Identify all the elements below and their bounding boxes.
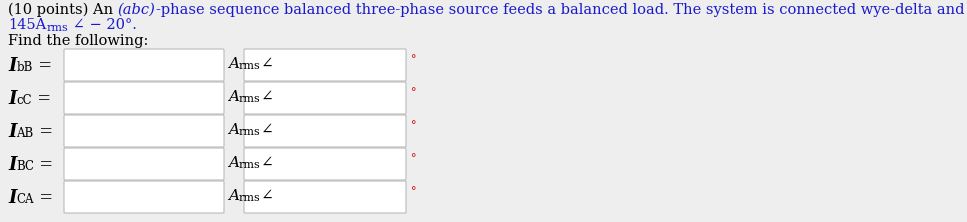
Text: -phase sequence balanced three-phase source feeds a balanced load. The system is: -phase sequence balanced three-phase sou… <box>156 3 967 17</box>
Text: ∠: ∠ <box>261 189 274 203</box>
Text: CA: CA <box>16 193 34 206</box>
Text: bB: bB <box>16 61 33 74</box>
Text: cC: cC <box>16 94 32 107</box>
Text: ∠: ∠ <box>261 123 274 137</box>
Text: ∠: ∠ <box>261 156 274 170</box>
FancyBboxPatch shape <box>64 148 224 180</box>
Text: =: = <box>34 189 53 206</box>
Text: rms: rms <box>239 61 261 71</box>
Text: A: A <box>228 90 239 104</box>
Text: °: ° <box>411 187 417 197</box>
FancyBboxPatch shape <box>244 181 406 213</box>
FancyBboxPatch shape <box>64 82 224 114</box>
Text: °: ° <box>411 88 417 98</box>
Text: =: = <box>35 156 53 173</box>
Text: I: I <box>8 90 16 108</box>
Text: BC: BC <box>16 160 35 173</box>
Text: °: ° <box>411 121 417 131</box>
FancyBboxPatch shape <box>64 115 224 147</box>
Text: ∠: ∠ <box>261 90 274 104</box>
Text: Find the following:: Find the following: <box>8 34 148 48</box>
FancyBboxPatch shape <box>244 115 406 147</box>
Text: °: ° <box>411 55 417 65</box>
Text: A: A <box>228 57 239 71</box>
Text: rms: rms <box>239 193 261 203</box>
Text: ∠ − 20°.: ∠ − 20°. <box>68 18 137 32</box>
Text: I: I <box>8 123 16 141</box>
Text: A: A <box>228 156 239 170</box>
FancyBboxPatch shape <box>64 49 224 81</box>
Text: rms: rms <box>239 127 261 137</box>
Text: =: = <box>32 90 51 107</box>
Text: (abc): (abc) <box>118 3 156 17</box>
Text: =: = <box>33 57 52 74</box>
Text: I: I <box>8 189 16 207</box>
FancyBboxPatch shape <box>64 181 224 213</box>
Text: rms: rms <box>46 23 68 33</box>
Text: I: I <box>8 57 16 75</box>
Text: 145A: 145A <box>8 18 46 32</box>
FancyBboxPatch shape <box>244 49 406 81</box>
FancyBboxPatch shape <box>244 82 406 114</box>
Text: A: A <box>228 123 239 137</box>
Text: I: I <box>8 156 16 174</box>
Text: AB: AB <box>16 127 34 140</box>
Text: °: ° <box>411 154 417 164</box>
Text: A: A <box>228 189 239 203</box>
FancyBboxPatch shape <box>244 148 406 180</box>
Text: (10 points) An: (10 points) An <box>8 3 118 17</box>
Text: =: = <box>34 123 53 140</box>
Text: rms: rms <box>239 94 261 104</box>
Text: ∠: ∠ <box>261 57 274 71</box>
Text: rms: rms <box>239 160 261 170</box>
